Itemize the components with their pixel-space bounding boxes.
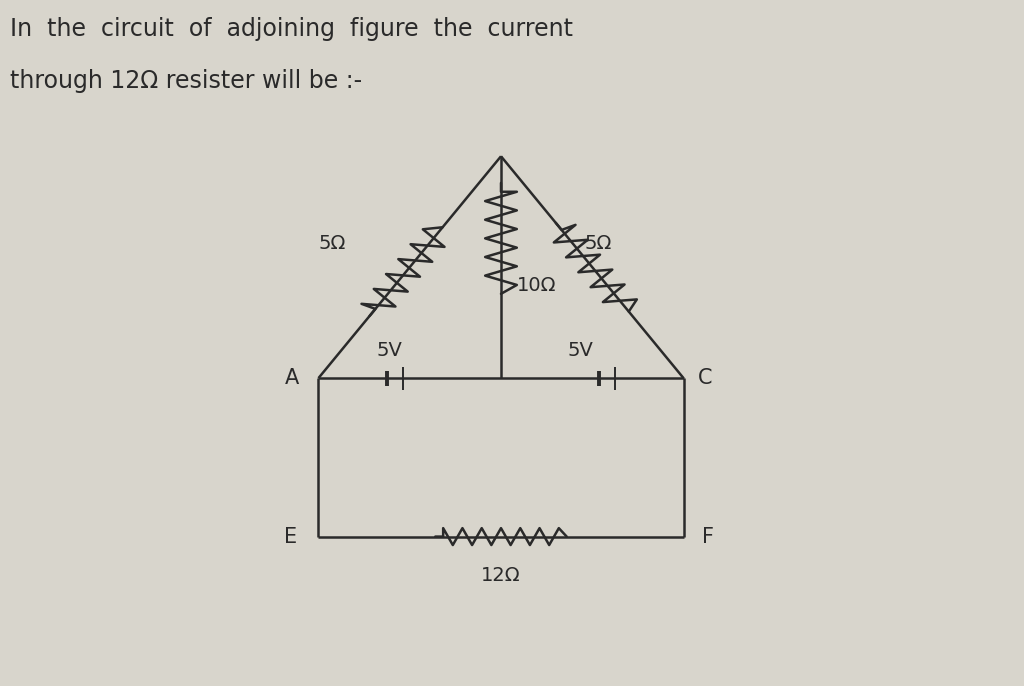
Text: C: C	[697, 368, 713, 388]
Text: 12Ω: 12Ω	[481, 566, 521, 584]
Text: 5V: 5V	[377, 341, 402, 359]
Text: F: F	[701, 527, 714, 547]
Text: 10Ω: 10Ω	[517, 276, 556, 295]
Text: through 12Ω resister will be :-: through 12Ω resister will be :-	[10, 69, 362, 93]
Text: 5Ω: 5Ω	[318, 234, 346, 253]
Text: A: A	[285, 368, 299, 388]
Text: In  the  circuit  of  adjoining  figure  the  current: In the circuit of adjoining figure the c…	[10, 17, 573, 41]
Text: E: E	[284, 527, 297, 547]
Text: 5V: 5V	[567, 341, 593, 359]
Text: 5Ω: 5Ω	[585, 234, 611, 253]
